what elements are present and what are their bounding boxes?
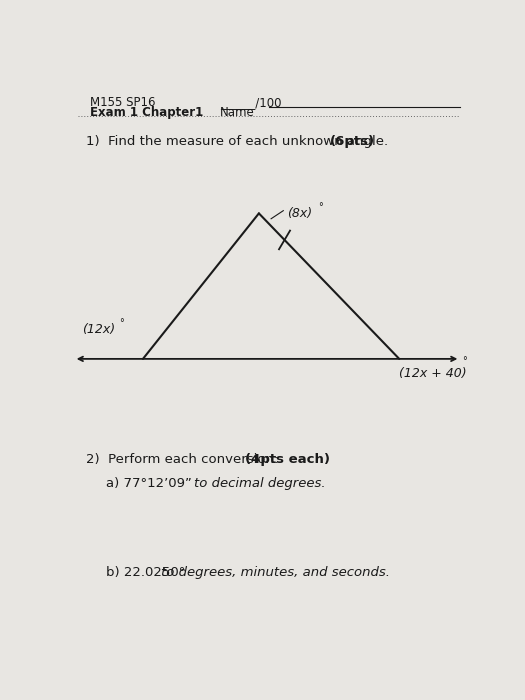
- Text: (8x): (8x): [287, 207, 312, 220]
- Text: Name: Name: [220, 106, 255, 118]
- Text: Exam 1 Chapter1: Exam 1 Chapter1: [90, 106, 203, 118]
- Text: 1)  Find the measure of each unknown angle.: 1) Find the measure of each unknown angl…: [86, 135, 392, 148]
- Text: °: °: [463, 356, 467, 367]
- Text: b) 22.0250°: b) 22.0250°: [106, 566, 190, 580]
- Text: 2)  Perform each conversion:: 2) Perform each conversion:: [86, 453, 282, 466]
- Text: to decimal degrees.: to decimal degrees.: [194, 477, 326, 491]
- Text: (6pts): (6pts): [330, 135, 375, 148]
- Text: (12x): (12x): [82, 323, 115, 336]
- Text: (4pts each): (4pts each): [245, 453, 330, 466]
- Text: (12x + 40): (12x + 40): [399, 367, 467, 380]
- Text: °: °: [119, 318, 124, 328]
- Text: °: °: [318, 202, 323, 212]
- Text: M155 SP16: M155 SP16: [90, 96, 155, 109]
- Text: to degrees, minutes, and seconds.: to degrees, minutes, and seconds.: [161, 566, 390, 580]
- Text: a) 77°12’09”: a) 77°12’09”: [106, 477, 196, 491]
- Text: ______/100: ______/100: [220, 96, 282, 109]
